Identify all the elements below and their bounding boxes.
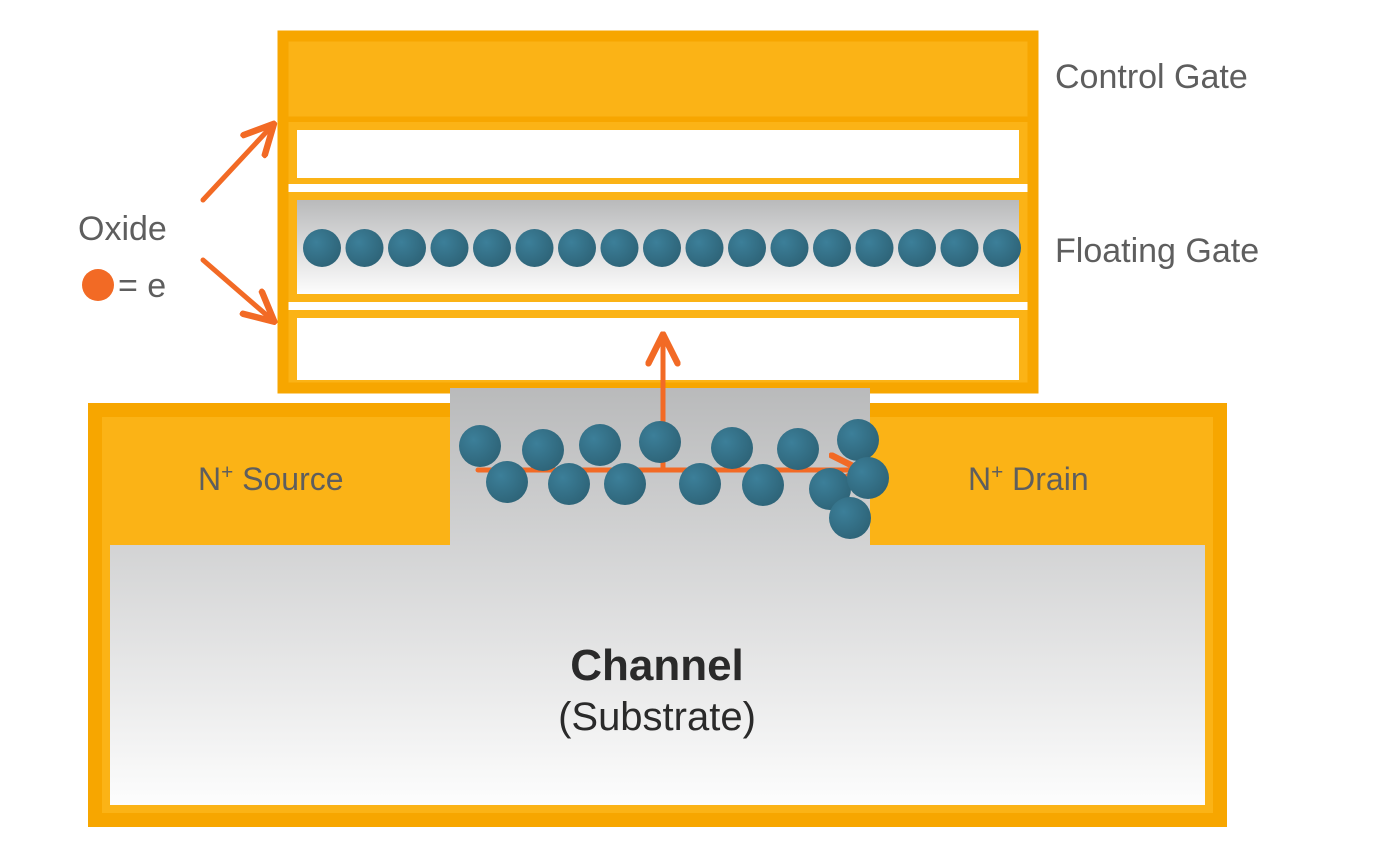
electron-channel <box>711 427 753 469</box>
control-gate-layer <box>283 36 1033 122</box>
electron-channel <box>579 424 621 466</box>
electron-channel <box>548 463 590 505</box>
electron-channel <box>639 421 681 463</box>
electron-channel <box>837 419 879 461</box>
electron-floating <box>813 229 851 267</box>
n-source-label: N+ Source <box>198 461 344 498</box>
electron-floating <box>346 229 384 267</box>
oxide-lower <box>297 318 1019 380</box>
electron-floating <box>983 229 1021 267</box>
electron-floating <box>303 229 341 267</box>
electron-floating <box>601 229 639 267</box>
electron-channel <box>742 464 784 506</box>
electron-floating <box>643 229 681 267</box>
electron-floating <box>898 229 936 267</box>
control-gate-label: Control Gate <box>1055 58 1248 96</box>
electron-floating <box>856 229 894 267</box>
channel-label: Channel <box>570 641 744 690</box>
electron-floating <box>941 229 979 267</box>
electron-channel <box>604 463 646 505</box>
electron-floating <box>516 229 554 267</box>
electron-channel <box>829 497 871 539</box>
oxide-upper <box>297 130 1019 178</box>
oxide-arrow-upper <box>203 128 270 200</box>
electron-floating <box>558 229 596 267</box>
electron-floating <box>728 229 766 267</box>
electron-channel <box>522 429 564 471</box>
electron-floating <box>686 229 724 267</box>
electron-floating <box>473 229 511 267</box>
electron-channel <box>777 428 819 470</box>
electron-floating <box>431 229 469 267</box>
electron-floating <box>771 229 809 267</box>
n-drain-label: N+ Drain <box>968 461 1089 498</box>
electron-channel <box>459 425 501 467</box>
electron-channel <box>679 463 721 505</box>
electron-floating <box>388 229 426 267</box>
oxide-label: Oxide <box>78 210 167 248</box>
legend-e-label: = e <box>118 267 166 305</box>
substrate-label: (Substrate) <box>558 695 756 739</box>
legend-electron-icon <box>82 269 114 301</box>
oxide-arrow-lower <box>203 260 270 318</box>
floating-gate-label: Floating Gate <box>1055 232 1259 270</box>
electron-channel <box>486 461 528 503</box>
electron-channel <box>847 457 889 499</box>
